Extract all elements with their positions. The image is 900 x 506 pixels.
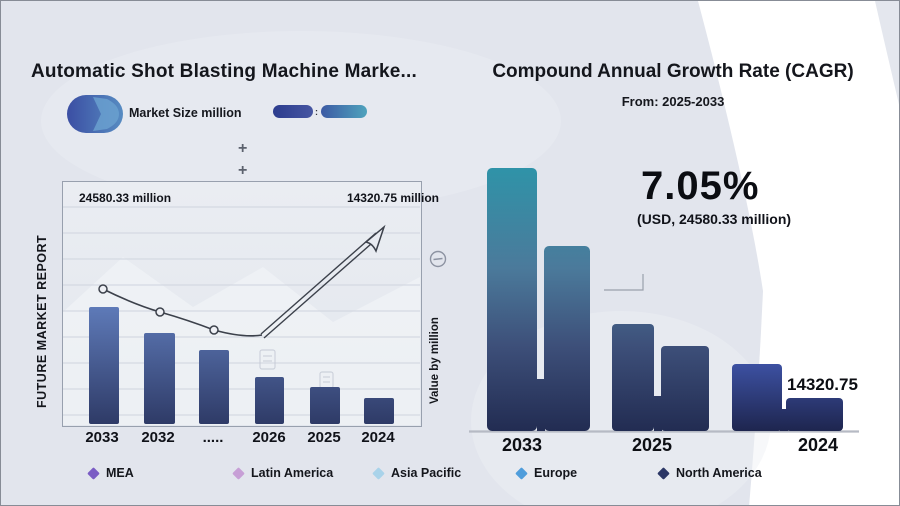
step-decoration-line xyxy=(604,274,644,291)
left-bar-chart xyxy=(63,206,420,425)
legend-item-north-america: North America xyxy=(657,465,762,481)
cagr-end-value: 14320.75 xyxy=(787,375,858,394)
left-chart-end-value: 14320.75 million xyxy=(346,191,439,205)
bar-pair-2024 xyxy=(732,364,843,431)
cagr-value: 7.05% xyxy=(641,164,760,208)
legend-item-europe: Europe xyxy=(515,465,578,481)
trend-line-and-arrow xyxy=(98,224,386,339)
bar-pair-2033 xyxy=(487,168,590,431)
cagr-bar-chart xyxy=(469,168,859,433)
left-x-label-ellipsis: ..... xyxy=(202,429,224,446)
market-size-bars xyxy=(89,307,394,424)
north-america-diamond-icon xyxy=(657,466,670,480)
left-x-label-2032: 2032 xyxy=(141,429,175,446)
legend-item-asia-pacific: Asia Pacific xyxy=(372,465,462,481)
plus-mark-icon: + xyxy=(238,162,248,179)
right-x-label-2033: 2033 xyxy=(501,435,543,455)
left-x-label-2025: 2025 xyxy=(307,429,341,446)
left-chart-start-value: 24580.33 million xyxy=(79,191,172,205)
scale-pills-icon: : xyxy=(273,105,367,118)
legend-label: Latin America xyxy=(251,466,334,480)
asia-pacific-diamond-icon xyxy=(372,466,385,480)
mea-diamond-icon xyxy=(87,466,100,480)
legend-label: North America xyxy=(676,466,762,480)
left-chart-title: Automatic Shot Blasting Machine Marke... xyxy=(31,61,417,82)
plus-mark-icon: + xyxy=(238,140,248,157)
right-chart-title: Compound Annual Growth Rate (CAGR) xyxy=(492,61,854,82)
right-x-label-2025: 2025 xyxy=(631,435,673,455)
left-x-label-2033: 2033 xyxy=(85,429,119,446)
market-size-label: Market Size million xyxy=(129,106,242,120)
right-x-label-2024: 2024 xyxy=(797,435,839,455)
left-chart-y-axis-label: Value by million xyxy=(429,317,441,404)
legend-label: MEA xyxy=(106,466,134,480)
legend-item-latin-america: Latin America xyxy=(232,465,334,481)
cagr-note: (USD, 24580.33 million) xyxy=(637,211,792,227)
left-chart-panel: 24580.33 million 14320.75 million xyxy=(62,181,439,427)
circle-minus-icon xyxy=(429,250,447,268)
future-market-report-watermark: FUTURE MARKET REPORT xyxy=(35,234,49,409)
latin-america-diamond-icon xyxy=(232,466,245,480)
legend-label: Europe xyxy=(534,466,578,480)
faint-clipboard-icons xyxy=(259,349,334,389)
gridlines xyxy=(63,206,420,416)
legend-label: Asia Pacific xyxy=(391,466,462,480)
right-chart-subtitle: From: 2025-2033 xyxy=(621,94,725,109)
left-x-label-2024: 2024 xyxy=(361,429,395,446)
europe-diamond-icon xyxy=(515,466,528,480)
capsule-icon xyxy=(67,95,123,133)
svg-text::: : xyxy=(315,107,318,117)
bar-pair-2025 xyxy=(612,324,709,431)
legend-item-mea: MEA xyxy=(87,465,134,481)
left-x-label-2026: 2026 xyxy=(252,429,286,446)
